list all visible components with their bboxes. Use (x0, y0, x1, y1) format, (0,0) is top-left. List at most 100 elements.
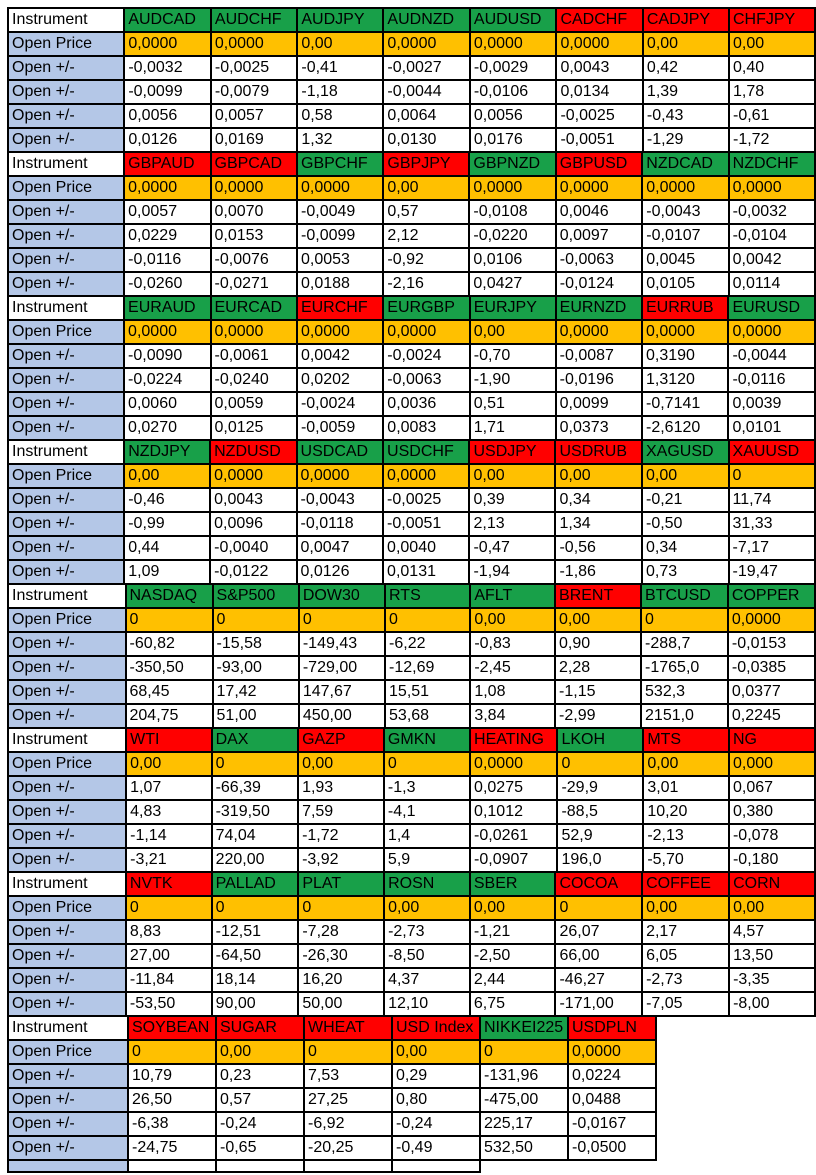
open-change-cell[interactable]: 90,00 (210, 991, 300, 1017)
open-change-cell[interactable]: 0,80 (391, 1087, 481, 1113)
open-change-cell[interactable]: -0,7141 (640, 391, 730, 417)
open-change-cell[interactable]: -0,0153 (726, 631, 816, 657)
row-label-instrument[interactable]: Instrument (6, 151, 126, 177)
open-change-cell[interactable]: 204,75 (124, 703, 214, 729)
open-change-cell[interactable]: 0,0275 (469, 775, 559, 801)
row-label-open-change[interactable]: Open +/- (6, 847, 128, 873)
open-change-cell[interactable]: 6,05 (641, 943, 731, 969)
open-change-cell[interactable]: 0,0064 (382, 103, 471, 129)
instrument-header-cell[interactable]: NZDUSD (209, 439, 298, 465)
open-change-cell[interactable]: -0,0261 (469, 823, 559, 849)
partial-row-cell[interactable] (127, 1159, 217, 1173)
instrument-header-cell[interactable]: GBPUSD (554, 151, 644, 177)
row-label-open-price[interactable]: Open Price (7, 607, 127, 633)
open-price-cell[interactable]: 0,0000 (382, 319, 471, 345)
open-change-cell[interactable]: -66,39 (210, 775, 300, 801)
instrument-header-cell[interactable]: DOW30 (297, 583, 387, 609)
open-change-cell[interactable]: 0,0153 (209, 223, 299, 249)
open-price-cell[interactable]: 0 (554, 895, 644, 921)
open-change-cell[interactable]: -0,0087 (554, 343, 644, 369)
open-change-cell[interactable]: 450,00 (297, 703, 387, 729)
open-change-cell[interactable]: 4,57 (728, 919, 816, 945)
row-label-open-change[interactable]: Open +/- (7, 919, 127, 945)
open-change-cell[interactable]: 0,0056 (123, 103, 212, 129)
instrument-header-cell[interactable]: NZDCHF (727, 151, 816, 177)
open-price-cell[interactable]: 0,0000 (555, 31, 644, 57)
instrument-header-cell[interactable]: XAGUSD (640, 439, 730, 465)
open-price-cell[interactable]: 0 (303, 1039, 393, 1065)
instrument-header-cell[interactable]: DAX (210, 727, 300, 753)
open-change-cell[interactable]: 5,9 (382, 847, 472, 873)
open-change-cell[interactable]: 0,0126 (295, 559, 385, 585)
open-change-cell[interactable]: 0,42 (641, 55, 730, 81)
open-change-cell[interactable]: -1,72 (297, 823, 385, 849)
open-change-cell[interactable]: -15,58 (211, 631, 300, 657)
instrument-header-cell[interactable]: AUDNZD (382, 7, 471, 33)
open-change-cell[interactable]: -53,50 (124, 991, 213, 1017)
open-change-cell[interactable]: -26,30 (297, 943, 386, 969)
row-label-open-price[interactable]: Open Price (7, 1039, 129, 1065)
row-label-open-change[interactable]: Open +/- (6, 823, 128, 849)
instrument-header-cell[interactable]: AFLT (469, 583, 557, 609)
instrument-header-cell[interactable]: BTCUSD (640, 583, 729, 609)
open-change-cell[interactable]: 0,0202 (295, 367, 385, 393)
open-change-cell[interactable]: 532,50 (479, 1135, 569, 1161)
open-change-cell[interactable]: -0,92 (382, 247, 471, 273)
instrument-header-cell[interactable]: EURUSD (727, 295, 816, 321)
open-change-cell[interactable]: 0,40 (727, 55, 816, 81)
row-label-open-change[interactable]: Open +/- (6, 415, 126, 441)
open-change-cell[interactable]: 0,0060 (123, 391, 212, 417)
open-change-cell[interactable]: 53,68 (384, 703, 472, 729)
open-change-cell[interactable]: -64,50 (210, 943, 300, 969)
open-change-cell[interactable]: -0,0025 (209, 55, 299, 81)
instrument-header-cell[interactable]: USD Index (391, 1015, 481, 1041)
open-change-cell[interactable]: -46,27 (554, 967, 644, 993)
open-change-cell[interactable]: -0,0107 (641, 223, 730, 249)
open-change-cell[interactable]: 0,0083 (382, 415, 471, 441)
open-price-cell[interactable]: 0,00 (468, 895, 557, 921)
instrument-header-cell[interactable]: CADJPY (641, 7, 730, 33)
open-price-cell[interactable]: 0,00 (728, 895, 816, 921)
open-price-cell[interactable]: 0,00 (468, 463, 557, 489)
open-change-cell[interactable]: 0,0039 (727, 391, 816, 417)
instrument-header-cell[interactable]: EURGBP (382, 295, 471, 321)
open-change-cell[interactable]: 0,0040 (382, 535, 471, 561)
open-change-cell[interactable]: 74,04 (210, 823, 300, 849)
open-change-cell[interactable]: -0,41 (296, 55, 385, 81)
open-change-cell[interactable]: -0,24 (391, 1111, 481, 1137)
open-change-cell[interactable]: -0,0024 (295, 391, 385, 417)
instrument-header-cell[interactable]: USDJPY (468, 439, 557, 465)
open-change-cell[interactable]: 52,9 (556, 823, 645, 849)
open-price-cell[interactable]: 0,0000 (295, 463, 385, 489)
instrument-header-cell[interactable]: EURCAD (209, 295, 298, 321)
open-price-cell[interactable]: 0,0000 (640, 319, 730, 345)
open-change-cell[interactable]: -2,13 (642, 823, 730, 849)
open-change-cell[interactable]: 4,83 (125, 799, 213, 825)
instrument-header-cell[interactable]: NG (727, 727, 816, 753)
open-change-cell[interactable]: -0,0090 (123, 343, 212, 369)
open-change-cell[interactable]: 0,0059 (209, 391, 298, 417)
open-change-cell[interactable]: 0,39 (468, 487, 557, 513)
open-change-cell[interactable]: 0,58 (296, 103, 385, 129)
open-change-cell[interactable]: 1,78 (727, 79, 816, 105)
open-change-cell[interactable]: -0,65 (215, 1135, 305, 1161)
open-price-cell[interactable]: 0,0000 (382, 31, 471, 57)
open-change-cell[interactable]: -7,17 (727, 535, 816, 561)
open-price-cell[interactable]: 0,00 (382, 175, 471, 201)
row-label-open-change[interactable]: Open +/- (6, 487, 126, 513)
open-change-cell[interactable]: -0,61 (727, 103, 816, 129)
open-change-cell[interactable]: -1,29 (641, 127, 730, 153)
open-price-cell[interactable]: 0 (127, 1039, 217, 1065)
open-change-cell[interactable]: 0,23 (215, 1063, 305, 1089)
instrument-header-cell[interactable]: WTI (125, 727, 213, 753)
open-price-cell[interactable]: 0,0000 (469, 751, 559, 777)
open-price-cell[interactable]: 0,00 (469, 607, 557, 633)
open-change-cell[interactable]: -1,90 (468, 367, 557, 393)
open-change-cell[interactable]: -4,1 (382, 799, 472, 825)
open-change-cell[interactable]: -0,0032 (123, 55, 212, 81)
row-label-open-change[interactable]: Open +/- (6, 127, 126, 153)
open-change-cell[interactable]: -350,50 (124, 655, 214, 681)
open-change-cell[interactable]: 0,0270 (123, 415, 212, 441)
open-price-cell[interactable]: 0,0000 (468, 175, 557, 201)
open-change-cell[interactable]: 532,3 (640, 679, 729, 705)
